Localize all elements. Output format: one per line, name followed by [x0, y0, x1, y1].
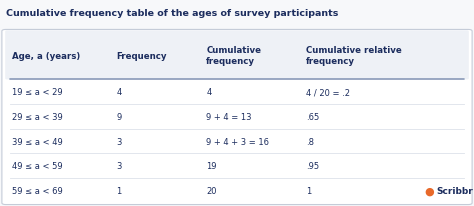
Text: 20: 20	[206, 186, 217, 195]
Text: 29 ≤ a < 39: 29 ≤ a < 39	[12, 112, 63, 121]
Text: 59 ≤ a < 69: 59 ≤ a < 69	[12, 186, 63, 195]
Text: Cumulative
frequency: Cumulative frequency	[206, 46, 261, 66]
Text: 19 ≤ a < 29: 19 ≤ a < 29	[12, 88, 63, 97]
Text: 4 / 20 = .2: 4 / 20 = .2	[306, 88, 350, 97]
FancyBboxPatch shape	[2, 30, 472, 205]
Text: 4: 4	[116, 88, 121, 97]
Text: 9: 9	[116, 112, 121, 121]
Text: 3: 3	[116, 162, 121, 170]
Text: 9 + 4 + 3 = 16: 9 + 4 + 3 = 16	[206, 137, 269, 146]
Text: 9 + 4 = 13: 9 + 4 = 13	[206, 112, 252, 121]
Text: .8: .8	[306, 137, 314, 146]
Text: 1: 1	[306, 186, 311, 195]
Text: 4: 4	[206, 88, 211, 97]
Text: Age, a (years): Age, a (years)	[12, 51, 80, 60]
Text: 19: 19	[206, 162, 217, 170]
Text: Scribbr: Scribbr	[436, 186, 473, 195]
Text: Frequency: Frequency	[116, 51, 167, 60]
Text: .65: .65	[306, 112, 319, 121]
Text: Cumulative frequency table of the ages of survey participants: Cumulative frequency table of the ages o…	[6, 9, 338, 18]
Text: .95: .95	[306, 162, 319, 170]
Text: 3: 3	[116, 137, 121, 146]
Text: 39 ≤ a < 49: 39 ≤ a < 49	[12, 137, 63, 146]
Text: ●: ●	[424, 186, 434, 195]
Text: 1: 1	[116, 186, 121, 195]
Text: 49 ≤ a < 59: 49 ≤ a < 59	[12, 162, 63, 170]
FancyBboxPatch shape	[5, 31, 469, 80]
Text: Cumulative relative
frequency: Cumulative relative frequency	[306, 46, 401, 66]
